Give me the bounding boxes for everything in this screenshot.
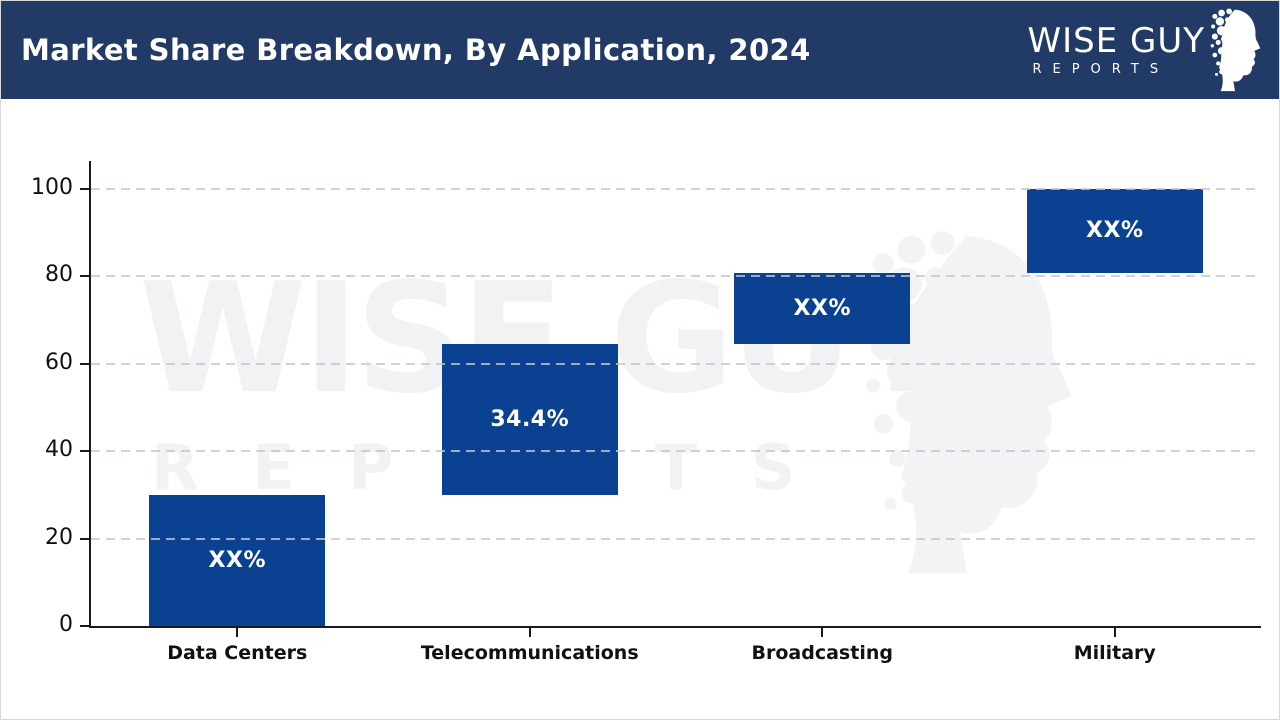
gridline-20 <box>91 537 1261 540</box>
x-tick-label: Data Centers <box>167 642 308 664</box>
y-tick-label: 20 <box>45 524 73 550</box>
y-tick <box>80 625 89 627</box>
y-tick <box>80 362 89 365</box>
page-title: Market Share Breakdown, By Application, … <box>21 33 811 67</box>
y-tick-label: 60 <box>45 349 73 375</box>
y-tick-label: 80 <box>45 262 73 288</box>
logo-reports-label: REPORTS <box>1032 62 1170 77</box>
y-tick-label: 0 <box>59 612 73 637</box>
gridline-100 <box>91 187 1261 190</box>
y-tick-label: 100 <box>31 174 73 200</box>
dotted-head-logo-icon <box>1210 8 1261 92</box>
y-tick <box>80 187 89 190</box>
logo-wiseguy-label: WISE GUY <box>1027 21 1205 61</box>
bar-data-centers: XX% <box>149 494 326 626</box>
y-tick <box>80 450 89 453</box>
x-tick-label: Military <box>1073 642 1156 664</box>
bar-value-label: XX% <box>1086 218 1144 244</box>
gridline-60 <box>91 362 1261 365</box>
header: Market Share Breakdown, By Application, … <box>1 1 1279 99</box>
bar-military: XX% <box>1026 188 1203 274</box>
gridline-80 <box>91 275 1261 278</box>
wise-guy-reports-logo: WISE GUY REPORTS <box>1027 8 1263 92</box>
bar-broadcasting: XX% <box>734 273 911 345</box>
logo-text: WISE GUY REPORTS <box>1027 24 1205 76</box>
x-tick <box>236 628 239 637</box>
x-tick-label: Broadcasting <box>751 642 893 664</box>
bar-value-label: XX% <box>793 296 851 322</box>
x-tick <box>528 628 531 637</box>
bar-telecommunications: 34.4% <box>441 344 618 495</box>
bar-value-label: XX% <box>208 547 266 573</box>
x-tick <box>821 628 824 637</box>
gridline-40 <box>91 450 1261 453</box>
y-tick <box>80 275 89 278</box>
y-tick <box>80 537 89 540</box>
bar-value-label: 34.4% <box>490 407 570 433</box>
x-tick <box>1113 628 1116 637</box>
x-tick-label: Telecommunications <box>420 642 639 664</box>
plot-area: XX% Data Centers 34.4% Telecommunications XX… <box>31 161 1261 664</box>
y-tick-label: 40 <box>45 437 73 463</box>
